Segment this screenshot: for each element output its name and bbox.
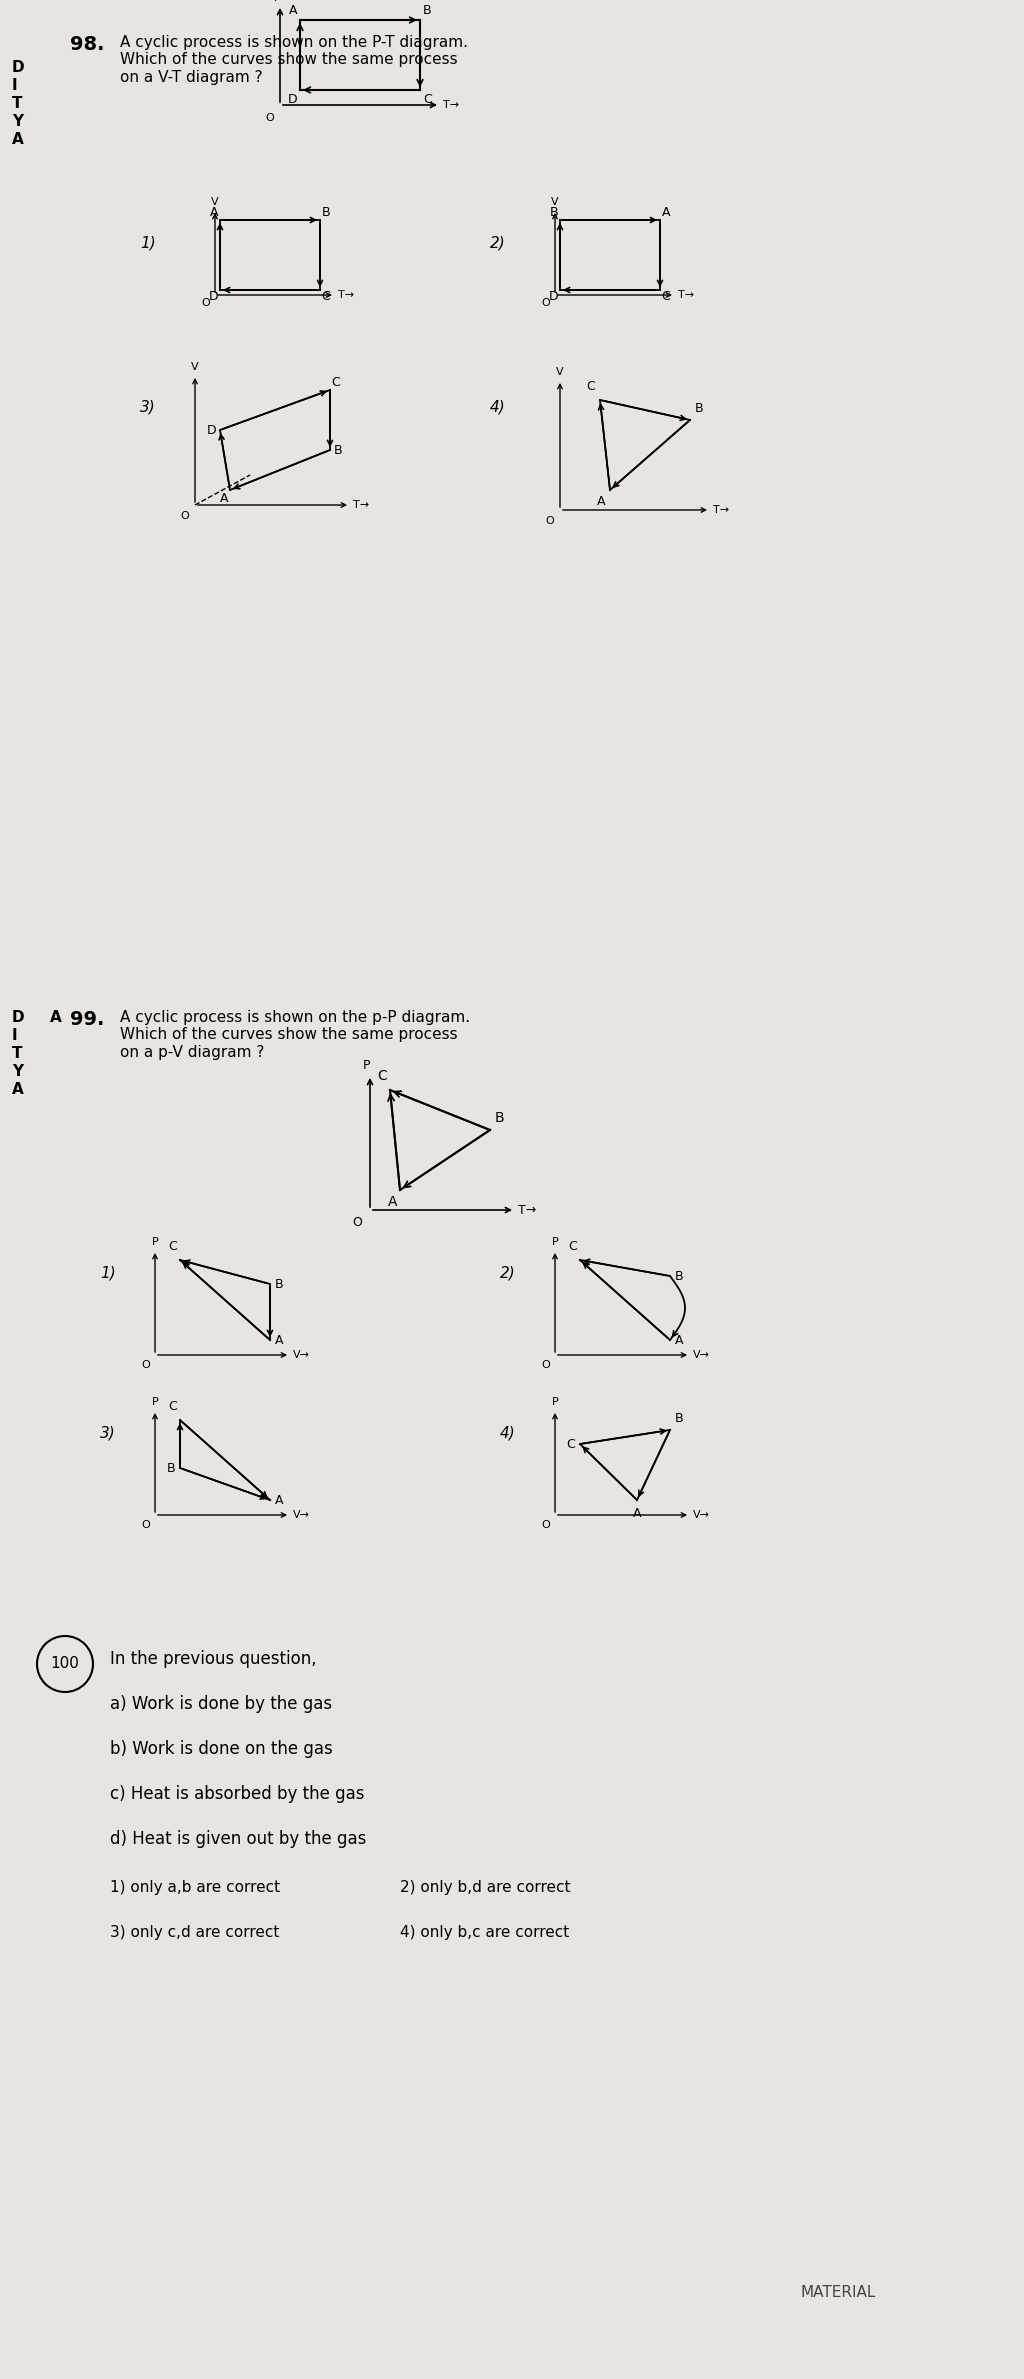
Text: C: C	[423, 93, 432, 107]
Text: C: C	[168, 1239, 177, 1254]
Text: T→: T→	[353, 500, 369, 509]
Text: 1): 1)	[140, 236, 156, 250]
Text: A: A	[220, 492, 228, 504]
Text: O: O	[141, 1520, 150, 1530]
Text: D: D	[12, 59, 25, 76]
Text: B: B	[322, 207, 331, 219]
Text: T→: T→	[443, 100, 459, 109]
Text: V→: V→	[693, 1349, 710, 1361]
Text: O: O	[542, 1520, 550, 1530]
Text: a) Work is done by the gas: a) Work is done by the gas	[110, 1694, 332, 1713]
Text: T→: T→	[518, 1204, 537, 1216]
Text: A: A	[387, 1194, 397, 1209]
Text: O: O	[202, 297, 210, 307]
Text: 1): 1)	[100, 1266, 116, 1280]
Text: 4) only b,c are correct: 4) only b,c are correct	[400, 1925, 569, 1939]
Text: A: A	[275, 1494, 284, 1506]
Text: A: A	[12, 1082, 24, 1097]
Text: 98.: 98.	[70, 36, 104, 55]
Text: A: A	[210, 207, 218, 219]
Text: V: V	[551, 197, 559, 207]
Text: A: A	[50, 1011, 61, 1025]
Text: B: B	[166, 1461, 175, 1475]
Text: O: O	[180, 511, 189, 521]
Text: P: P	[152, 1237, 159, 1247]
Text: A cyclic process is shown on the p-P diagram.
Which of the curves show the same : A cyclic process is shown on the p-P dia…	[120, 1011, 470, 1059]
Text: P: P	[273, 0, 281, 2]
Text: Y: Y	[12, 114, 24, 128]
Text: P: P	[152, 1396, 159, 1406]
Text: c) Heat is absorbed by the gas: c) Heat is absorbed by the gas	[110, 1784, 365, 1803]
Text: A cyclic process is shown on the P-T diagram.
Which of the curves show the same : A cyclic process is shown on the P-T dia…	[120, 36, 468, 86]
Text: A: A	[662, 207, 671, 219]
Text: 3) only c,d are correct: 3) only c,d are correct	[110, 1925, 280, 1939]
Text: V: V	[191, 362, 199, 371]
Text: B: B	[495, 1111, 505, 1125]
Text: T→: T→	[678, 290, 694, 300]
Text: B: B	[423, 5, 432, 17]
Text: 100: 100	[50, 1656, 80, 1672]
Text: D: D	[209, 290, 219, 305]
Text: A: A	[12, 131, 24, 147]
Text: 2) only b,d are correct: 2) only b,d are correct	[400, 1879, 570, 1896]
Text: B: B	[695, 402, 703, 414]
Text: C: C	[566, 1437, 575, 1451]
Text: A: A	[675, 1335, 683, 1347]
Text: O: O	[542, 1361, 550, 1370]
Text: C: C	[322, 290, 331, 305]
Text: 4): 4)	[500, 1425, 516, 1439]
Text: C: C	[168, 1399, 177, 1413]
Text: b) Work is done on the gas: b) Work is done on the gas	[110, 1739, 333, 1758]
Text: T→: T→	[338, 290, 354, 300]
Text: C: C	[662, 290, 671, 305]
Text: O: O	[265, 112, 274, 124]
Text: V: V	[556, 366, 564, 376]
Text: 2): 2)	[500, 1266, 516, 1280]
Text: O: O	[545, 516, 554, 526]
Text: V: V	[211, 197, 219, 207]
Text: D: D	[207, 423, 217, 435]
Text: C: C	[587, 381, 595, 393]
Text: 3): 3)	[140, 400, 156, 414]
Text: In the previous question,: In the previous question,	[110, 1651, 316, 1668]
Text: P: P	[552, 1396, 558, 1406]
Text: T→: T→	[713, 504, 729, 514]
Text: V→: V→	[293, 1349, 310, 1361]
Text: 4): 4)	[490, 400, 506, 414]
Text: O: O	[542, 297, 550, 307]
Text: T: T	[12, 95, 23, 112]
Text: MATERIAL: MATERIAL	[800, 2284, 876, 2300]
Text: 1) only a,b are correct: 1) only a,b are correct	[110, 1879, 281, 1896]
Text: B: B	[675, 1413, 684, 1425]
Text: A: A	[289, 5, 297, 17]
Text: 2): 2)	[490, 236, 506, 250]
Text: P: P	[364, 1059, 371, 1073]
Text: 3): 3)	[100, 1425, 116, 1439]
Text: C: C	[332, 376, 340, 390]
Text: C: C	[568, 1239, 577, 1254]
Text: Y: Y	[12, 1063, 24, 1080]
Text: D: D	[549, 290, 559, 305]
Text: O: O	[141, 1361, 150, 1370]
Text: A: A	[633, 1506, 641, 1520]
Text: B: B	[675, 1270, 684, 1282]
Text: V→: V→	[693, 1511, 710, 1520]
Text: D: D	[12, 1011, 25, 1025]
Text: B: B	[275, 1278, 284, 1289]
Text: A: A	[275, 1335, 284, 1347]
Text: d) Heat is given out by the gas: d) Heat is given out by the gas	[110, 1829, 367, 1848]
Text: B: B	[334, 442, 342, 457]
Text: I: I	[12, 1028, 17, 1042]
Text: B: B	[550, 207, 558, 219]
Text: T: T	[12, 1047, 23, 1061]
Text: P: P	[552, 1237, 558, 1247]
Text: A: A	[597, 495, 605, 509]
Text: O: O	[352, 1216, 362, 1230]
Text: 99.: 99.	[70, 1011, 104, 1030]
Text: C: C	[377, 1068, 387, 1082]
Text: D: D	[288, 93, 297, 107]
Text: V→: V→	[293, 1511, 310, 1520]
Text: I: I	[12, 79, 17, 93]
